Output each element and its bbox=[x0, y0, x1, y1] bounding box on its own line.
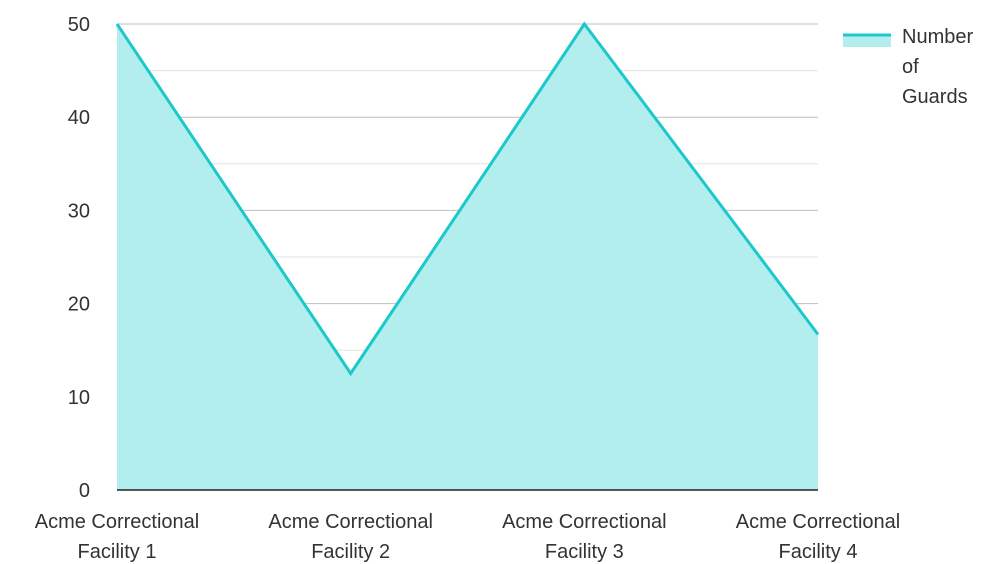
y-tick-label: 40 bbox=[68, 107, 90, 129]
legend: Number of Guards bbox=[843, 26, 973, 108]
legend-swatch bbox=[843, 35, 891, 47]
x-category-label: Acme Correctional Facility 3 bbox=[502, 511, 667, 563]
series-line-number-of-guards bbox=[115, 21, 820, 377]
x-category-label: Acme Correctional Facility 2 bbox=[268, 511, 433, 563]
legend-label: Number of Guards bbox=[902, 26, 973, 108]
y-tick-label: 50 bbox=[68, 14, 90, 36]
x-axis-category-labels: Acme Correctional Facility 1 Acme Correcti… bbox=[35, 511, 901, 563]
x-category-label: Acme Correctional Facility 1 bbox=[35, 511, 200, 563]
y-tick-label: 30 bbox=[68, 200, 90, 222]
y-tick-label: 0 bbox=[79, 480, 90, 502]
y-axis-tick-labels: 0 10 20 30 40 50 bbox=[68, 14, 90, 502]
y-tick-label: 20 bbox=[68, 294, 90, 316]
y-tick-label: 10 bbox=[68, 387, 90, 409]
x-category-label: Acme Correctional Facility 4 bbox=[736, 511, 901, 563]
series-area-number-of-guards bbox=[117, 24, 818, 490]
